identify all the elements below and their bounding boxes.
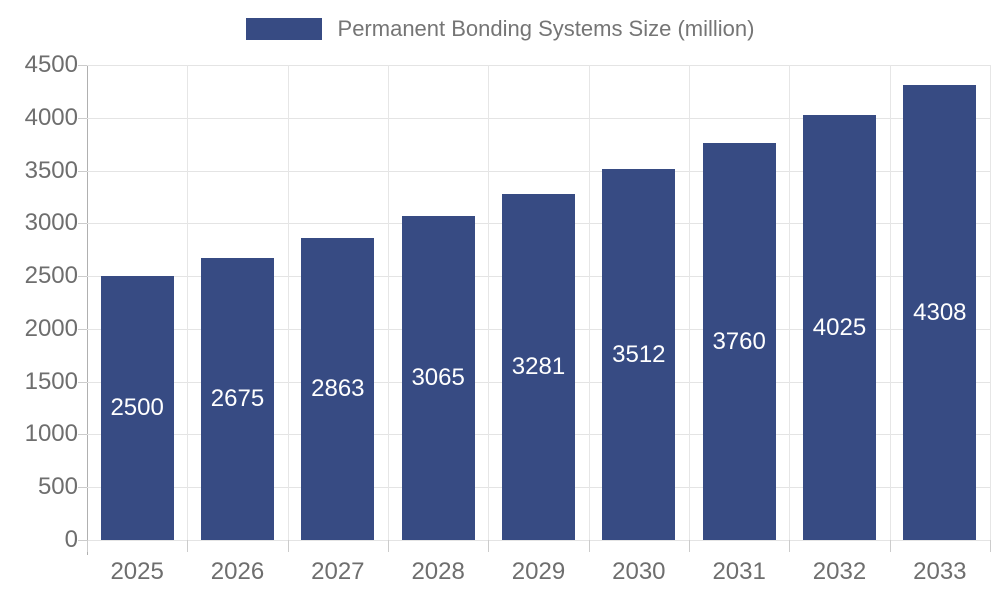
x-tick-mark (287, 540, 289, 552)
y-tick-mark (78, 117, 87, 119)
x-tick-mark (689, 540, 690, 552)
bar-value-label: 4025 (812, 313, 867, 341)
bar-2026[interactable]: 2675 (201, 257, 274, 540)
x-axis-tick-label: 2030 (612, 558, 666, 585)
bar-2030[interactable]: 3512 (602, 169, 676, 540)
y-tick-mark (78, 223, 87, 225)
y-tick-mark (78, 487, 87, 489)
y-tick-mark (78, 276, 87, 278)
gridline-vertical (187, 65, 189, 540)
x-tick-mark (388, 540, 389, 552)
x-axis-tick-label: 2031 (712, 558, 766, 585)
bar-value-label: 3281 (511, 352, 566, 380)
bar-2028[interactable]: 3065 (401, 216, 475, 540)
legend-swatch[interactable] (245, 18, 322, 40)
y-axis-tick-label: 4500 (24, 51, 78, 78)
x-tick-mark (488, 540, 490, 552)
y-tick-mark (78, 540, 87, 541)
bar-2025[interactable]: 2500 (100, 276, 174, 540)
gridline-vertical (889, 65, 891, 540)
bar-2027[interactable]: 2863 (301, 237, 375, 540)
y-tick-mark (78, 434, 87, 436)
bar-2029[interactable]: 3281 (502, 193, 575, 540)
y-axis-tick-label: 0 (64, 526, 78, 553)
gridline-horizontal (87, 65, 990, 66)
x-axis-tick-label: 2029 (511, 558, 566, 585)
bar-value-label: 3760 (712, 327, 766, 355)
x-tick-mark (789, 540, 791, 552)
y-axis-tick-label: 2500 (24, 262, 78, 290)
bar-value-label: 4308 (913, 298, 967, 326)
y-axis-tick-label: 1500 (24, 367, 78, 395)
x-axis-tick-label: 2026 (210, 558, 265, 585)
plot-area: 2500 2675 2863 3065 3281 3512 3760 4025 4308 (87, 65, 991, 541)
y-axis-tick-label: 500 (37, 473, 78, 501)
x-axis-tick-label: 2033 (913, 558, 967, 585)
y-tick-mark (78, 381, 87, 383)
gridline-horizontal (87, 170, 990, 172)
y-tick-mark (78, 170, 87, 172)
bar-value-label: 3512 (612, 340, 666, 368)
bar-2031[interactable]: 3760 (702, 143, 776, 540)
bar-value-label: 2863 (311, 374, 365, 402)
y-axis-line (87, 65, 88, 555)
x-axis-tick-label: 2032 (812, 558, 867, 585)
x-tick-mark (990, 540, 991, 552)
bar-2032[interactable]: 4025 (803, 115, 876, 540)
y-axis-tick-label: 4000 (24, 103, 78, 131)
bar-value-label: 2675 (210, 384, 265, 412)
gridline-vertical (689, 65, 690, 540)
y-axis-tick-label: 3000 (24, 209, 78, 237)
bar-2033[interactable]: 4308 (903, 85, 977, 540)
x-axis-tick-label: 2028 (411, 558, 465, 585)
bar-value-label: 3065 (411, 364, 465, 392)
x-axis-tick-label: 2025 (110, 558, 164, 585)
gridline-vertical (488, 65, 490, 540)
gridline-vertical (388, 65, 389, 540)
y-axis-tick-label: 3500 (24, 156, 78, 184)
y-tick-mark (78, 65, 87, 66)
x-axis-tick-label: 2027 (311, 558, 365, 585)
gridline-vertical (789, 65, 791, 540)
bar-value-label: 2500 (110, 394, 164, 422)
gridline-vertical (287, 65, 289, 540)
legend[interactable]: Permanent Bonding Systems Size (million) (0, 16, 1000, 42)
y-axis-tick-label: 2000 (24, 314, 78, 342)
x-tick-mark (889, 540, 891, 552)
x-tick-mark (187, 540, 189, 552)
legend-label[interactable]: Permanent Bonding Systems Size (million) (337, 16, 755, 41)
gridline-vertical (990, 65, 991, 540)
gridline-horizontal (87, 540, 990, 541)
x-tick-mark (87, 540, 88, 552)
y-tick-mark (78, 328, 87, 330)
y-axis-tick-label: 1000 (24, 420, 78, 448)
gridline-horizontal (87, 117, 990, 119)
gridline-vertical (588, 65, 590, 540)
x-tick-mark (588, 540, 590, 552)
